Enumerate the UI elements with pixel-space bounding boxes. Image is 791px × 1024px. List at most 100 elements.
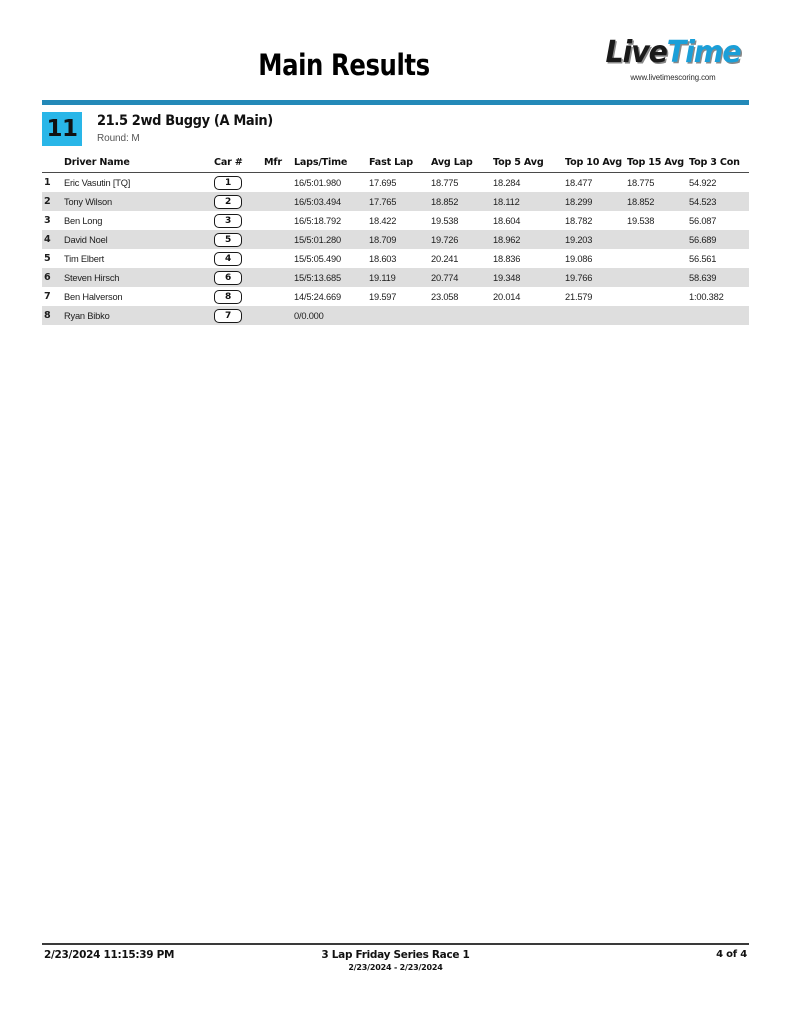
- row-top-15-avg: 19.538: [627, 215, 655, 226]
- row-top-15-avg: [627, 306, 689, 325]
- column-header-car-number: Car #: [214, 157, 264, 173]
- car-number-badge: 1: [214, 175, 242, 190]
- car-number-badge: 4: [214, 251, 242, 266]
- row-top-3-con: 56.561: [689, 253, 717, 264]
- logo-website-url: www.livetimescoring.com: [630, 72, 716, 82]
- table-row[interactable]: 2 Tony Wilson 2 16/5:03.494 17.765 18.852 18.1…: [42, 192, 749, 211]
- car-number-badge: 5: [214, 232, 242, 247]
- row-top-15-avg: 18.775: [627, 177, 655, 188]
- car-number-badge: 7: [214, 308, 242, 323]
- column-header-top-10-avg: Top 10 Avg: [565, 157, 627, 173]
- car-number-badge: 3: [214, 213, 242, 228]
- row-car-number: 8: [214, 287, 264, 306]
- footer-divider: [42, 943, 749, 945]
- row-position: 7: [44, 291, 51, 302]
- row-fast-lap: [369, 306, 431, 325]
- row-top-5-avg: 18.962: [493, 230, 565, 249]
- row-avg-lap: [431, 306, 493, 325]
- race-heading: 11 21.5 2wd Buggy (A Main) Round: M: [42, 112, 749, 148]
- car-number-badge: 8: [214, 289, 242, 304]
- table-row[interactable]: 5 Tim Elbert 4 15/5:05.490 18.603 20.241 18.83…: [42, 249, 749, 268]
- row-top-3-con: 1:00.382: [689, 291, 724, 302]
- table-row[interactable]: 8 Ryan Bibko 7 0/0.000: [42, 306, 749, 325]
- row-fast-lap: 18.709: [369, 230, 431, 249]
- logo-text-live: Live: [605, 35, 668, 70]
- row-driver-name: Steven Hirsch: [64, 268, 214, 287]
- row-driver-name: Ben Long: [64, 215, 103, 226]
- logo-text-time: Time: [666, 35, 741, 70]
- page-footer: 2/23/2024 11:15:39 PM 3 Lap Friday Serie…: [42, 946, 749, 986]
- car-number-badge: 6: [214, 270, 242, 285]
- row-car-number: 2: [214, 192, 264, 211]
- header-divider: [42, 100, 749, 105]
- row-mfr: [264, 287, 294, 306]
- row-fast-lap: 18.422: [369, 215, 397, 226]
- row-top-10-avg: 19.766: [565, 268, 627, 287]
- row-car-number: 5: [214, 230, 264, 249]
- row-avg-lap: 19.726: [431, 230, 493, 249]
- row-top-10-avg: 19.086: [565, 253, 593, 264]
- row-avg-lap: 18.852: [431, 192, 493, 211]
- row-car-number: 3: [214, 211, 264, 230]
- car-number-badge: 2: [214, 194, 242, 209]
- row-laps-time: 15/5:13.685: [294, 268, 369, 287]
- footer-timestamp: 2/23/2024 11:15:39 PM: [44, 949, 175, 961]
- table-row[interactable]: 1 Eric Vasutin [TQ] 1 16/5:01.980 17.695 18.7…: [42, 173, 749, 193]
- row-top-10-avg: 18.299: [565, 192, 627, 211]
- row-mfr: [264, 211, 294, 230]
- column-header-position: [42, 157, 64, 173]
- row-mfr: [264, 173, 294, 193]
- row-car-number: 7: [214, 306, 264, 325]
- row-laps-time: 16/5:18.792: [294, 215, 341, 226]
- row-top-10-avg: 18.782: [565, 215, 593, 226]
- row-laps-time: 15/5:05.490: [294, 253, 341, 264]
- row-laps-time: 0/0.000: [294, 306, 369, 325]
- table-row[interactable]: 4 David Noel 5 15/5:01.280 18.709 19.726 18.96…: [42, 230, 749, 249]
- column-header-top-3-con: Top 3 Con: [689, 157, 749, 173]
- row-top-5-avg: 18.284: [493, 177, 521, 188]
- table-row[interactable]: 7 Ben Halverson 8 14/5:24.669 19.597 23.058 20…: [42, 287, 749, 306]
- row-position: 4: [42, 230, 64, 249]
- livetime-logo: LiveTime www.livetimescoring.com: [597, 35, 749, 82]
- column-header-avg-lap: Avg Lap: [431, 157, 493, 173]
- row-position: 3: [44, 215, 51, 226]
- column-header-mfr: Mfr: [264, 157, 294, 173]
- row-mfr: [264, 306, 294, 325]
- footer-event-dates: 2/23/2024 - 2/23/2024: [348, 963, 443, 972]
- row-driver-name: Tim Elbert: [64, 253, 105, 264]
- row-top-15-avg: 18.852: [627, 192, 689, 211]
- row-position: 6: [42, 268, 64, 287]
- row-top-5-avg: 18.112: [493, 192, 565, 211]
- table-header-row: Driver Name Car # Mfr Laps/Time Fast Lap…: [42, 157, 749, 173]
- row-avg-lap: 19.538: [431, 215, 459, 226]
- row-laps-time: 16/5:01.980: [294, 177, 341, 188]
- row-top-5-avg: 18.604: [493, 215, 521, 226]
- row-laps-time: 14/5:24.669: [294, 291, 341, 302]
- row-fast-lap: 17.695: [369, 177, 397, 188]
- row-top-3-con: 58.639: [689, 268, 749, 287]
- row-top-10-avg: 18.477: [565, 177, 593, 188]
- footer-event-block: 3 Lap Friday Series Race 1 2/23/2024 - 2…: [42, 949, 749, 972]
- row-top-3-con: 54.922: [689, 177, 717, 188]
- race-number-badge: 11: [42, 112, 82, 146]
- row-driver-name: Tony Wilson: [64, 192, 214, 211]
- row-avg-lap: 20.241: [431, 253, 459, 264]
- row-driver-name: Eric Vasutin [TQ]: [64, 177, 131, 188]
- row-fast-lap: 19.597: [369, 291, 397, 302]
- row-top-3-con: 56.087: [689, 215, 717, 226]
- row-top-10-avg: 21.579: [565, 291, 593, 302]
- row-top-5-avg: 19.348: [493, 268, 565, 287]
- row-laps-time: 15/5:01.280: [294, 230, 369, 249]
- row-position: 5: [44, 253, 51, 264]
- row-top-15-avg: [627, 287, 689, 306]
- row-fast-lap: 17.765: [369, 192, 431, 211]
- table-row[interactable]: 3 Ben Long 3 16/5:18.792 18.422 19.538 18.604 1…: [42, 211, 749, 230]
- results-table-body: 1 Eric Vasutin [TQ] 1 16/5:01.980 17.695 18.7…: [42, 173, 749, 325]
- row-car-number: 6: [214, 268, 264, 287]
- footer-page-number: 4 of 4: [716, 949, 747, 960]
- row-driver-name: David Noel: [64, 230, 214, 249]
- row-mfr: [264, 230, 294, 249]
- results-table: Driver Name Car # Mfr Laps/Time Fast Lap…: [42, 157, 749, 325]
- row-mfr: [264, 268, 294, 287]
- table-row[interactable]: 6 Steven Hirsch 6 15/5:13.685 19.119 20.774 19…: [42, 268, 749, 287]
